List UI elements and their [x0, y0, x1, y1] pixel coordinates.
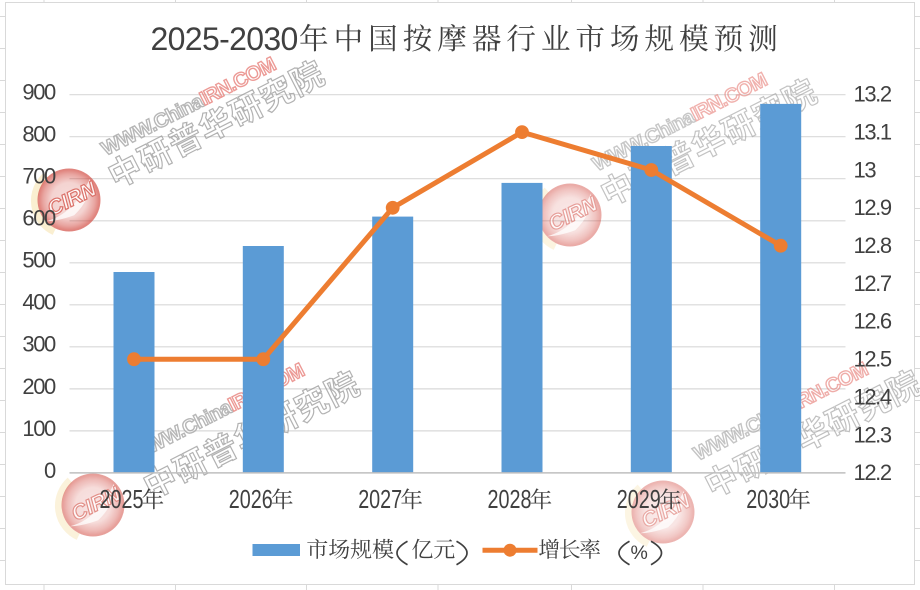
svg-text:900: 900: [22, 80, 56, 105]
svg-text:12.5: 12.5: [854, 347, 892, 372]
svg-text:13.1: 13.1: [854, 120, 892, 145]
svg-text:12.3: 12.3: [854, 422, 892, 447]
svg-text:600: 600: [22, 206, 56, 231]
svg-text:2025: 2025: [100, 484, 144, 513]
svg-text:2029: 2029: [617, 484, 661, 513]
svg-text:500: 500: [22, 248, 56, 273]
svg-text:2028: 2028: [488, 484, 532, 513]
svg-text:2025-2030: 2025-2030: [151, 21, 298, 57]
svg-text:800: 800: [22, 122, 56, 147]
svg-text:300: 300: [22, 332, 56, 357]
svg-text:2030: 2030: [746, 484, 790, 513]
svg-text:400: 400: [22, 290, 56, 315]
svg-text:100: 100: [22, 416, 56, 441]
svg-text:12.2: 12.2: [854, 460, 892, 485]
svg-text:12.6: 12.6: [854, 309, 892, 334]
svg-text:2026: 2026: [229, 484, 273, 513]
svg-text:700: 700: [22, 164, 56, 189]
svg-text:12.9: 12.9: [854, 195, 892, 220]
svg-text:2027: 2027: [358, 484, 402, 513]
svg-text:0: 0: [44, 458, 56, 483]
svg-text:13: 13: [854, 157, 877, 182]
svg-text:13.2: 13.2: [854, 82, 892, 107]
svg-text:12.8: 12.8: [854, 233, 892, 258]
svg-text:12.4: 12.4: [854, 384, 892, 409]
svg-text:12.7: 12.7: [854, 271, 892, 296]
svg-text:200: 200: [22, 374, 56, 399]
svg-text:%: %: [631, 542, 648, 564]
